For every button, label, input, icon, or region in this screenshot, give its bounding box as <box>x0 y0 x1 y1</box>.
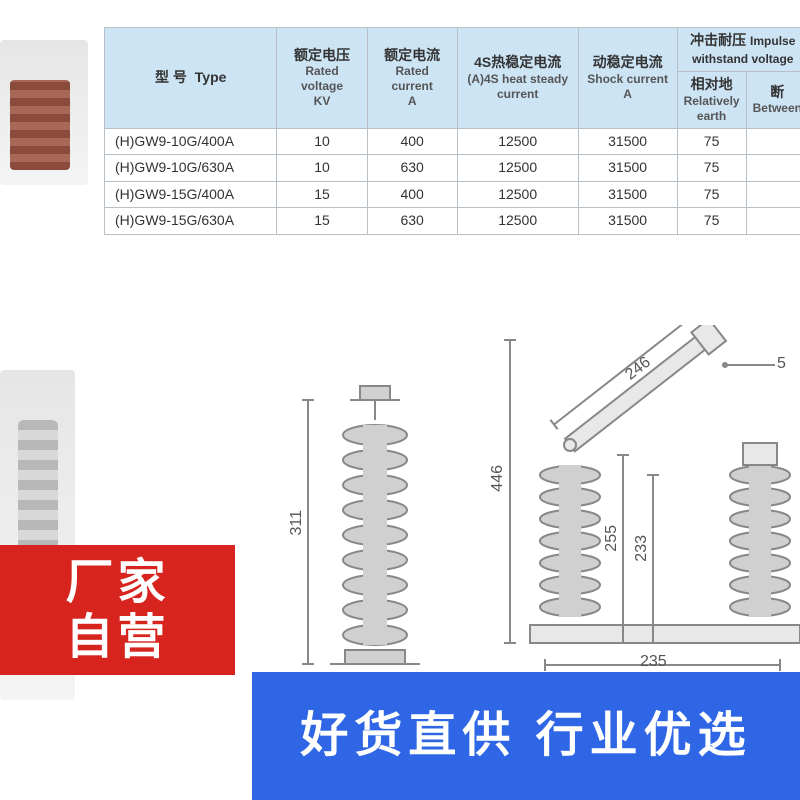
badge-red-line1: 厂家 <box>65 555 169 610</box>
col-heat-steady: 4S热稳定电流 (A)4S heat steady current <box>457 28 578 129</box>
cell-kv: 15 <box>277 208 367 235</box>
spec-table-header: 型 号 Type 额定电压 Rated voltage KV 额定电流 Rate… <box>105 28 800 129</box>
spec-table-body: (H)GW9-10G/400A 10 400 12500 31500 75 (H… <box>105 128 800 234</box>
col-rated-voltage-en: Rated voltage <box>283 64 360 94</box>
cell-rel-earth: 75 <box>677 181 746 208</box>
cell-heat: 12500 <box>457 128 578 155</box>
dim-235: 235 <box>640 653 667 671</box>
badge-red-line2: 自营 <box>65 610 169 665</box>
table-row: (H)GW9-10G/630A 10 630 12500 31500 75 <box>105 155 800 182</box>
col-shock-current: 动稳定电流 Shock current A <box>578 28 677 129</box>
cell-model: (H)GW9-15G/400A <box>105 181 277 208</box>
col-rated-current-en: Rated current <box>374 64 451 94</box>
cell-heat: 12500 <box>457 181 578 208</box>
col-heat-steady-cn: 4S热稳定电流 <box>474 54 561 70</box>
col-rated-current-unit: A <box>374 94 451 109</box>
col-rated-voltage-unit: KV <box>283 94 360 109</box>
cell-shock: 31500 <box>578 208 677 235</box>
cell-shock: 31500 <box>578 181 677 208</box>
badge-factory-direct: 厂家 自营 <box>0 545 235 675</box>
col-rated-voltage: 额定电压 Rated voltage KV <box>277 28 367 129</box>
cell-kv: 10 <box>277 155 367 182</box>
cell-a: 400 <box>367 128 457 155</box>
col-impulse-break-cn: 断 <box>770 84 784 100</box>
col-impulse-rel-earth-en: Relatively earth <box>684 94 740 124</box>
col-heat-steady-en: (A)4S heat steady current <box>464 72 572 102</box>
dim-233: 233 <box>633 535 651 562</box>
col-rated-voltage-cn: 额定电压 <box>294 47 350 63</box>
dim-5: 5 <box>777 355 786 373</box>
cell-model: (H)GW9-10G/400A <box>105 128 277 155</box>
cell-a: 400 <box>367 181 457 208</box>
col-impulse-break-en: Between <box>753 101 800 116</box>
cell-heat: 12500 <box>457 155 578 182</box>
cell-a: 630 <box>367 155 457 182</box>
dim-255: 255 <box>603 525 621 552</box>
cell-break <box>746 208 800 235</box>
cell-shock: 31500 <box>578 155 677 182</box>
cell-rel-earth: 75 <box>677 155 746 182</box>
table-row: (H)GW9-15G/630A 15 630 12500 31500 75 <box>105 208 800 235</box>
table-row: (H)GW9-10G/400A 10 400 12500 31500 75 <box>105 128 800 155</box>
col-rated-current-cn: 额定电流 <box>384 47 440 63</box>
cell-heat: 12500 <box>457 208 578 235</box>
cell-break <box>746 155 800 182</box>
cell-break <box>746 181 800 208</box>
cell-model: (H)GW9-15G/630A <box>105 208 277 235</box>
badge-slogan: 好货直供 行业优选 <box>252 672 800 800</box>
col-rated-current: 额定电流 Rated current A <box>367 28 457 129</box>
col-impulse-rel-earth: 相对地 Relatively earth <box>677 72 746 129</box>
cell-break <box>746 128 800 155</box>
col-model-en: Type <box>195 69 227 85</box>
dim-446: 446 <box>489 465 507 492</box>
cell-a: 630 <box>367 208 457 235</box>
col-impulse-rel-earth-cn: 相对地 <box>691 76 733 92</box>
col-shock-current-unit: A <box>585 87 671 102</box>
dim-311: 311 <box>288 510 306 536</box>
col-model-cn: 型 号 <box>155 69 187 85</box>
col-impulse-break: 断 Between <box>746 72 800 129</box>
cell-rel-earth: 75 <box>677 128 746 155</box>
col-shock-current-en: Shock current <box>585 72 671 87</box>
col-shock-current-cn: 动稳定电流 <box>593 54 663 70</box>
spec-table: 型 号 Type 额定电压 Rated voltage KV 额定电流 Rate… <box>104 27 800 235</box>
col-impulse-cn: 冲击耐压 <box>690 32 746 48</box>
badge-blue-text: 好货直供 行业优选 <box>300 708 751 763</box>
col-impulse: 冲击耐压 Impulse withstand voltage <box>677 28 800 72</box>
cell-model: (H)GW9-10G/630A <box>105 155 277 182</box>
cell-rel-earth: 75 <box>677 208 746 235</box>
col-model: 型 号 Type <box>105 28 277 129</box>
cell-kv: 15 <box>277 181 367 208</box>
cell-shock: 31500 <box>578 128 677 155</box>
table-row: (H)GW9-15G/400A 15 400 12500 31500 75 <box>105 181 800 208</box>
cell-kv: 10 <box>277 128 367 155</box>
product-photo-top <box>0 40 88 185</box>
